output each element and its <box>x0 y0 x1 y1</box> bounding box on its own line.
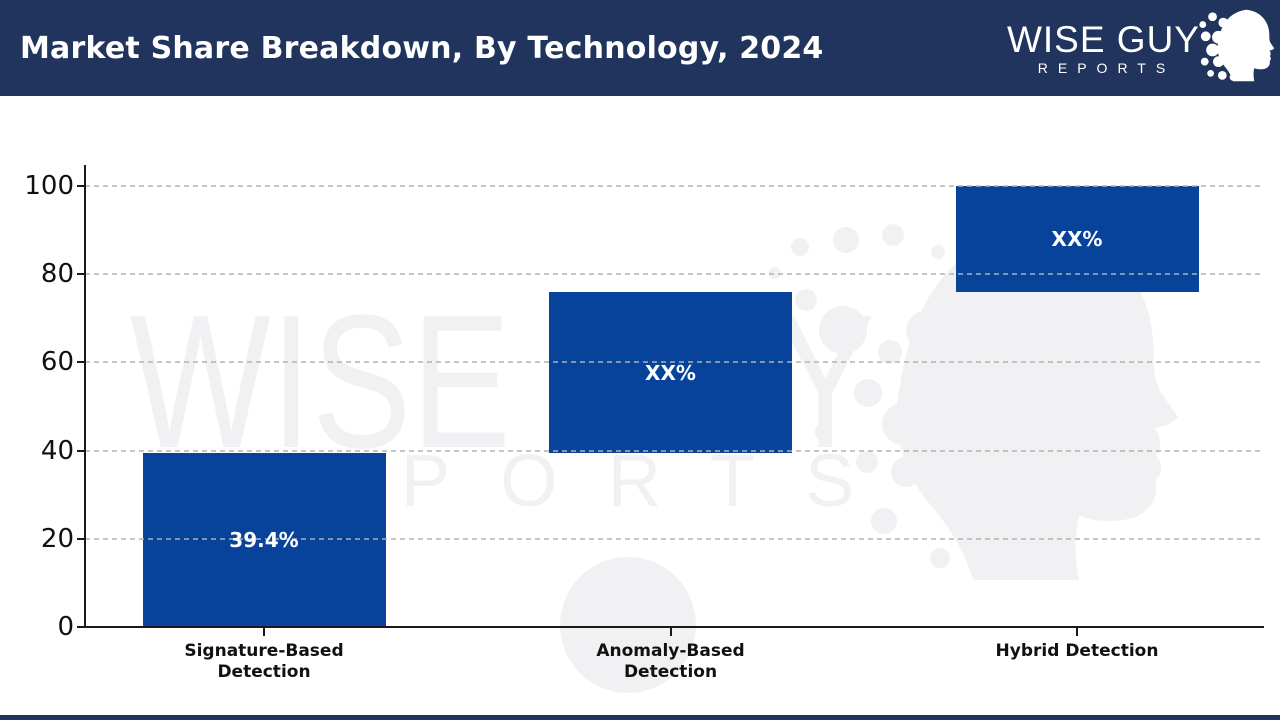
gridline <box>85 273 1263 276</box>
y-tick-label: 40 <box>40 435 74 466</box>
y-tick-label: 60 <box>40 347 74 378</box>
bar-value-label: 39.4% <box>229 528 299 553</box>
y-tick-mark <box>77 361 85 364</box>
x-tick-mark <box>669 628 672 636</box>
brand-logo-text: WISE GUY REPORTS <box>1006 18 1200 76</box>
x-axis-line <box>84 626 1264 628</box>
dotted-head-icon <box>1199 9 1275 82</box>
gridline <box>85 185 1263 187</box>
brand-logo: WISE GUY REPORTS <box>1007 6 1280 90</box>
brand-name: WISE GUY <box>1006 18 1200 60</box>
y-tick-label: 80 <box>40 259 74 290</box>
bar-value-label: XX% <box>1051 226 1103 251</box>
gridline <box>85 537 1263 540</box>
y-tick-label: 100 <box>24 171 74 201</box>
gridline <box>85 361 1263 364</box>
y-tick-mark <box>77 537 85 540</box>
header-bar: Market Share Breakdown, By Technology, 2… <box>0 0 1280 96</box>
y-axis-line <box>84 165 86 628</box>
x-tick-mark <box>1076 628 1078 636</box>
brand-subtitle: REPORTS <box>1037 59 1176 76</box>
y-tick-label: 0 <box>57 612 74 642</box>
x-axis-label: Signature-Based Detection <box>184 641 344 682</box>
y-tick-mark <box>77 273 85 276</box>
y-tick-mark <box>77 185 85 187</box>
bar-value-label: XX% <box>645 360 696 385</box>
x-tick-mark <box>263 628 265 636</box>
bar-anomaly-based-detection <box>549 291 792 454</box>
page-title: Market Share Breakdown, By Technology, 2… <box>20 30 824 66</box>
y-tick-mark <box>77 626 85 628</box>
gridline <box>85 449 1263 452</box>
footer-bar <box>0 715 1280 720</box>
y-tick-mark <box>77 449 85 452</box>
x-axis-label: Hybrid Detection <box>995 641 1159 661</box>
x-axis-label: Anomaly-Based Detection <box>596 641 745 682</box>
y-tick-label: 20 <box>40 523 74 554</box>
bar-signature-based-detection <box>142 453 386 627</box>
